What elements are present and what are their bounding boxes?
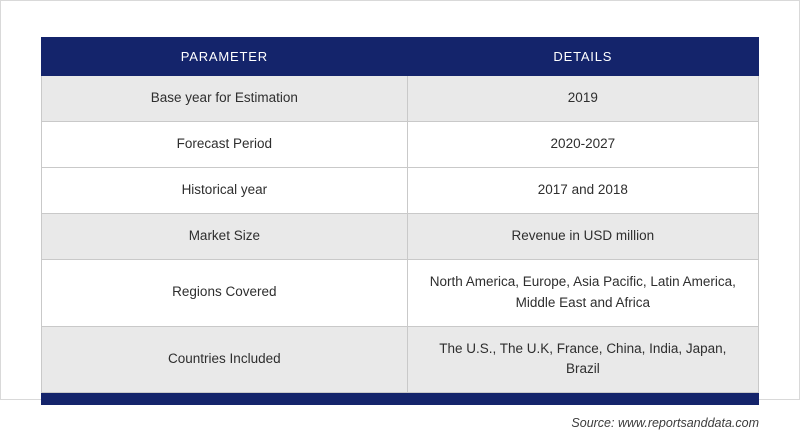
table-body: Base year for Estimation 2019 Forecast P… (41, 75, 760, 394)
parameter-cell: Market Size (41, 212, 408, 260)
header-cell-details: DETAILS (406, 37, 760, 76)
source-text: Source: www.reportsanddata.com (571, 416, 759, 430)
parameter-cell: Countries Included (41, 325, 408, 394)
table-row-forecast-period: Forecast Period 2020-2027 (41, 120, 760, 168)
table-row-countries-included: Countries Included The U.S., The U.K, Fr… (41, 325, 760, 394)
details-cell: 2019 (406, 75, 760, 122)
parameter-cell: Historical year (41, 166, 408, 214)
parameter-cell: Forecast Period (41, 120, 408, 168)
details-cell: The U.S., The U.K, France, China, India,… (406, 325, 760, 394)
table-row-regions-covered: Regions Covered North America, Europe, A… (41, 258, 760, 327)
details-cell: 2017 and 2018 (406, 166, 760, 214)
table-row-market-size: Market Size Revenue in USD million (41, 212, 760, 260)
table-header: PARAMETER DETAILS (41, 37, 760, 76)
details-cell: North America, Europe, Asia Pacific, Lat… (406, 258, 760, 327)
details-cell: Revenue in USD million (406, 212, 760, 260)
header-cell-parameter: PARAMETER (41, 37, 408, 76)
table-footer-bar (41, 393, 759, 406)
parameters-table: PARAMETER DETAILS Base year for Estimati… (41, 37, 760, 394)
parameter-cell: Regions Covered (41, 258, 408, 327)
details-cell: 2020-2027 (406, 120, 760, 168)
header-row: PARAMETER DETAILS (41, 37, 760, 76)
table-row-historical-year: Historical year 2017 and 2018 (41, 166, 760, 214)
table-row-base-year: Base year for Estimation 2019 (41, 75, 760, 122)
parameter-cell: Base year for Estimation (41, 75, 408, 122)
